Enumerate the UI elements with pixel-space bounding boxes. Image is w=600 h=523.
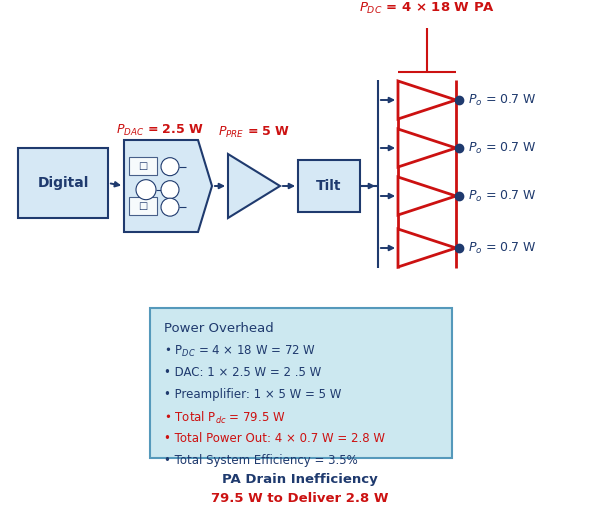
Text: $P_{DC}$ = 4 × 18 W PA: $P_{DC}$ = 4 × 18 W PA (359, 1, 495, 16)
Text: 79.5 W to Deliver 2.8 W: 79.5 W to Deliver 2.8 W (211, 492, 389, 505)
FancyBboxPatch shape (150, 308, 452, 458)
Text: $P_o$ = 0.7 W: $P_o$ = 0.7 W (468, 188, 536, 203)
Text: +: + (164, 183, 175, 196)
FancyBboxPatch shape (129, 157, 157, 175)
Text: $P_o$ = 0.7 W: $P_o$ = 0.7 W (468, 93, 536, 108)
Text: $P_o$ = 0.7 W: $P_o$ = 0.7 W (468, 141, 536, 155)
Circle shape (161, 198, 179, 216)
Polygon shape (398, 129, 456, 167)
Text: $P_o$ = 0.7 W: $P_o$ = 0.7 W (468, 241, 536, 256)
Polygon shape (398, 81, 456, 119)
FancyBboxPatch shape (298, 160, 360, 212)
Text: Digital: Digital (37, 176, 89, 190)
Text: ⊙: ⊙ (142, 185, 151, 195)
Text: • Total System Efficiency = 3.5%: • Total System Efficiency = 3.5% (164, 454, 358, 467)
Text: • Preamplifier: 1 × 5 W = 5 W: • Preamplifier: 1 × 5 W = 5 W (164, 388, 341, 401)
Text: $P_{DAC}$ = 2.5 W: $P_{DAC}$ = 2.5 W (116, 122, 204, 138)
Text: □: □ (139, 161, 148, 171)
Text: ⊗: ⊗ (166, 202, 175, 212)
Polygon shape (398, 229, 456, 267)
Polygon shape (124, 140, 212, 232)
FancyBboxPatch shape (129, 198, 157, 215)
Text: • DAC: 1 × 2.5 W = 2 .5 W: • DAC: 1 × 2.5 W = 2 .5 W (164, 366, 321, 379)
Text: $P_{PRE}$ = 5 W: $P_{PRE}$ = 5 W (218, 124, 290, 140)
Text: PA Drain Inefficiency: PA Drain Inefficiency (222, 473, 378, 486)
Text: □: □ (139, 201, 148, 211)
Polygon shape (398, 177, 456, 215)
Text: • P$_{DC}$ = 4 × 18 W = 72 W: • P$_{DC}$ = 4 × 18 W = 72 W (164, 344, 316, 359)
Circle shape (136, 180, 156, 200)
Circle shape (161, 157, 179, 176)
Text: Tilt: Tilt (316, 179, 342, 193)
Text: Power Overhead: Power Overhead (164, 322, 274, 335)
Text: ⊗: ⊗ (166, 162, 175, 172)
Circle shape (161, 180, 179, 199)
Polygon shape (228, 154, 280, 218)
Text: • Total Power Out: 4 × 0.7 W = 2.8 W: • Total Power Out: 4 × 0.7 W = 2.8 W (164, 432, 385, 445)
Text: • Total P$_{dc}$ = 79.5 W: • Total P$_{dc}$ = 79.5 W (164, 410, 286, 426)
FancyBboxPatch shape (18, 148, 108, 218)
